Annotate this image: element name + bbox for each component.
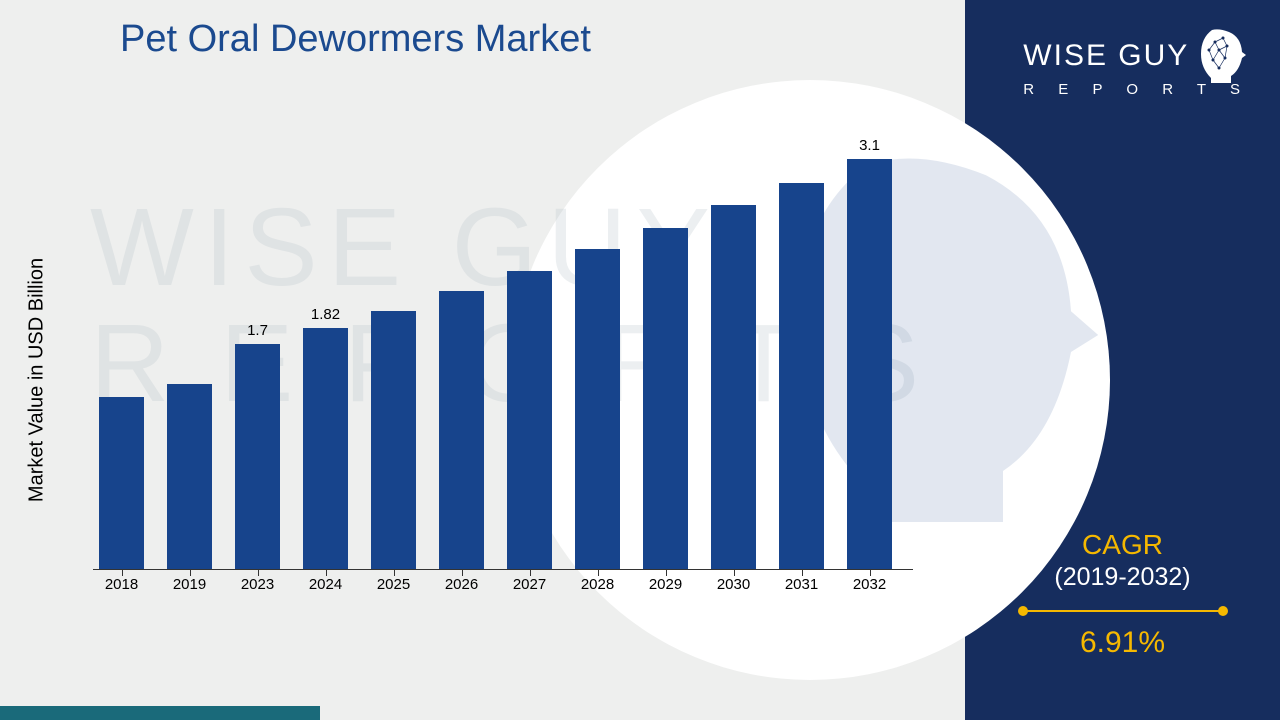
bar-group: 1.82 [303, 328, 348, 569]
cagr-divider [1023, 610, 1223, 612]
x-tick-label: 2023 [235, 576, 280, 593]
bar-group [711, 205, 756, 569]
x-tick-label: 2019 [167, 576, 212, 593]
plot-area: 1.7 1.82 3.1 [93, 160, 913, 570]
brand-head-icon [1197, 28, 1247, 83]
x-axis: 2018 2019 2023 2024 2025 2026 2027 2028 2029 2030… [93, 570, 913, 600]
bar [371, 311, 416, 569]
bar [847, 159, 892, 569]
brand-logo: WISE GUY R E P O R T S [1023, 28, 1250, 98]
x-tick-label: 2028 [575, 576, 620, 593]
bar [575, 249, 620, 569]
bar [303, 328, 348, 569]
y-axis-label: Market Value in USD Billion [26, 258, 49, 502]
bar-group [167, 384, 212, 569]
brand-name-bottom: R E P O R T S [1023, 81, 1250, 98]
bar [439, 291, 484, 569]
bar-group [575, 249, 620, 569]
bar-value-label: 1.7 [235, 322, 280, 339]
bar-group [371, 311, 416, 569]
bar [235, 344, 280, 569]
x-tick-label: 2027 [507, 576, 552, 593]
bar [779, 183, 824, 569]
bar [643, 228, 688, 569]
bar-group [99, 397, 144, 569]
brand-name-top: WISE GUY [1023, 39, 1189, 73]
bar [711, 205, 756, 569]
x-tick-label: 2018 [99, 576, 144, 593]
x-tick-label: 2025 [371, 576, 416, 593]
bar [167, 384, 212, 569]
cagr-value: 6.91% [995, 626, 1250, 660]
cagr-block: CAGR (2019-2032) 6.91% [995, 529, 1250, 660]
bar-value-label: 1.82 [303, 306, 348, 323]
bar-group [643, 228, 688, 569]
chart-title: Pet Oral Dewormers Market [120, 18, 591, 61]
bar [99, 397, 144, 569]
bar-group [779, 183, 824, 569]
bar [507, 271, 552, 569]
x-tick-label: 2032 [847, 576, 892, 593]
chart-area: Market Value in USD Billion 1.71.823.1 2… [75, 160, 915, 600]
bar-group: 1.7 [235, 344, 280, 569]
bottom-strip [0, 706, 320, 720]
cagr-period: (2019-2032) [995, 563, 1250, 592]
bar-group [439, 291, 484, 569]
bar-value-label: 3.1 [847, 137, 892, 154]
x-tick-label: 2026 [439, 576, 484, 593]
x-tick-label: 2031 [779, 576, 824, 593]
x-tick-label: 2030 [711, 576, 756, 593]
cagr-title: CAGR [995, 529, 1250, 561]
bar-group [507, 271, 552, 569]
x-tick-label: 2029 [643, 576, 688, 593]
x-tick-label: 2024 [303, 576, 348, 593]
bar-group: 3.1 [847, 159, 892, 569]
